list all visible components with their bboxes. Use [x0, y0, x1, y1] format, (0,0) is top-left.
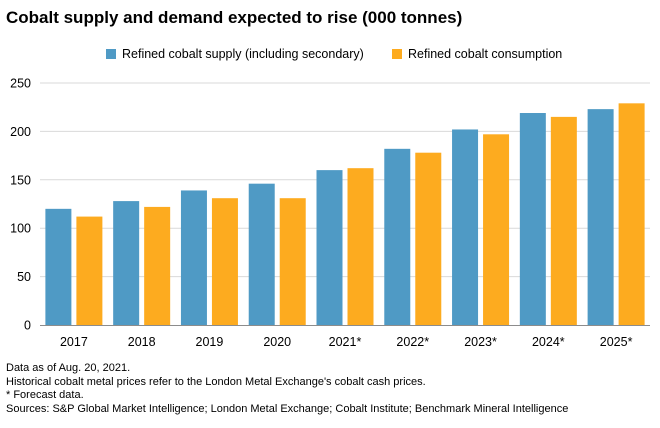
- y-tick-label: 50: [17, 270, 31, 284]
- x-tick-label: 2024*: [532, 335, 565, 349]
- bar-consumption: [279, 198, 306, 325]
- y-tick-label: 200: [10, 125, 31, 139]
- legend-label-consumption: Refined cobalt consumption: [408, 47, 563, 61]
- x-tick-label: 2025*: [600, 335, 633, 349]
- note-sources: Sources: S&P Global Market Intelligence;…: [6, 402, 569, 415]
- x-tick-label: 2021*: [329, 335, 362, 349]
- legend-swatch-consumption: [392, 49, 402, 59]
- legend: Refined cobalt supply (including seconda…: [0, 47, 660, 63]
- x-tick-label: 2023*: [464, 335, 497, 349]
- bar-consumption: [550, 116, 577, 325]
- bar-supply: [384, 148, 411, 325]
- note-forecast: * Forecast data.: [6, 389, 84, 402]
- bar-consumption: [483, 134, 510, 325]
- x-tick-label: 2022*: [396, 335, 429, 349]
- bar-supply: [113, 201, 140, 325]
- y-tick-label: 250: [10, 77, 31, 91]
- y-tick-label: 100: [10, 222, 31, 236]
- bar-consumption: [76, 216, 103, 325]
- bar-supply: [519, 113, 546, 326]
- bar-consumption: [618, 103, 645, 325]
- x-tick-label: 2018: [128, 335, 156, 349]
- bar-consumption: [347, 168, 374, 325]
- x-tick-label: 2020: [263, 335, 291, 349]
- bar-consumption: [211, 198, 238, 325]
- legend-label-supply: Refined cobalt supply (including seconda…: [122, 47, 364, 61]
- bar-supply: [452, 129, 479, 325]
- note-data-date: Data as of Aug. 20, 2021.: [6, 362, 131, 374]
- bar-consumption: [415, 152, 442, 325]
- bar-supply: [180, 190, 207, 325]
- y-tick-label: 0: [24, 319, 31, 333]
- footnotes: Data as of Aug. 20, 2021. Historical cob…: [6, 362, 568, 416]
- legend-swatch-supply: [106, 49, 116, 59]
- legend-item-consumption: Refined cobalt consumption: [392, 47, 562, 61]
- x-tick-label: 2017: [60, 335, 88, 349]
- bar-supply: [316, 170, 343, 325]
- bar-supply: [587, 109, 614, 325]
- chart-title: Cobalt supply and demand expected to ris…: [6, 8, 463, 27]
- bar-supply: [248, 183, 275, 325]
- note-historical-prices: Historical cobalt metal prices refer to …: [6, 375, 426, 388]
- legend-item-supply: Refined cobalt supply (including seconda…: [106, 47, 364, 61]
- y-tick-label: 150: [10, 173, 31, 187]
- bar-consumption: [144, 206, 171, 325]
- bar-supply: [45, 208, 72, 325]
- x-tick-label: 2019: [196, 335, 224, 349]
